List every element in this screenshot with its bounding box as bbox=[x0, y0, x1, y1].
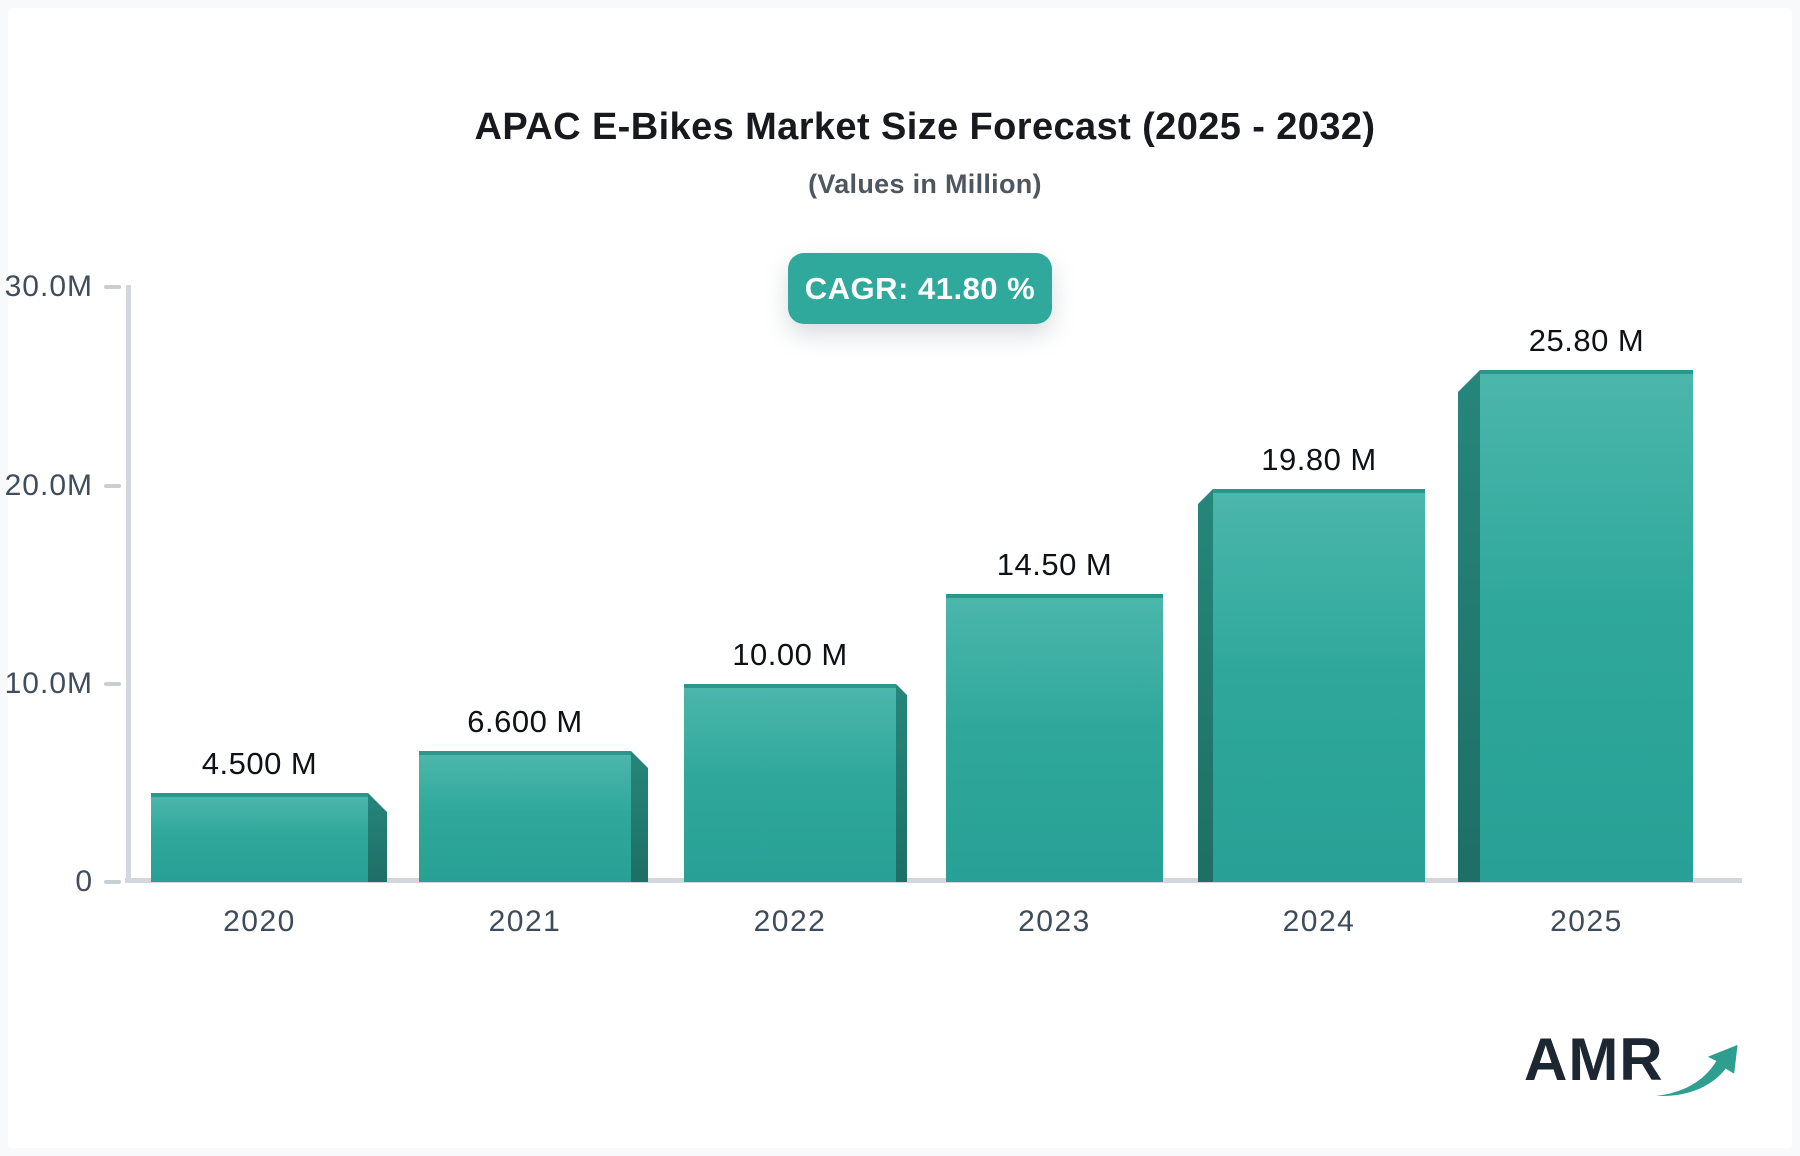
bar-side-face-2020 bbox=[368, 793, 387, 882]
x-tick-label-2025: 2025 bbox=[1550, 905, 1623, 938]
bar-2021 bbox=[419, 751, 648, 882]
amr-logo-text: AMR bbox=[1524, 1026, 1664, 1093]
bar-2022 bbox=[684, 684, 907, 882]
chart-title: APAC E-Bikes Market Size Forecast (2025 … bbox=[474, 106, 1376, 148]
bar-value-label-2025: 25.80 M bbox=[1528, 323, 1645, 358]
y-tick-10.0M: 10.0M bbox=[0, 666, 121, 702]
bar-side-face-2022 bbox=[896, 684, 907, 882]
y-tick-30.0M: 30.0M bbox=[0, 269, 121, 305]
y-tick-label: 10.0M bbox=[4, 667, 93, 700]
bar-side-face-2021 bbox=[631, 751, 648, 882]
growth-arrow-icon bbox=[1655, 1044, 1738, 1096]
y-tick-label: 30.0M bbox=[4, 270, 93, 303]
x-axis-baseline bbox=[125, 878, 1742, 883]
y-tick-label: 0 bbox=[75, 865, 93, 898]
y-tick-mark bbox=[104, 483, 121, 488]
bar-face-2024 bbox=[1213, 489, 1425, 882]
x-tick-label-2022: 2022 bbox=[753, 905, 827, 938]
y-tick-mark bbox=[104, 285, 121, 289]
bar-face-2020 bbox=[151, 793, 368, 882]
bar-2024 bbox=[1198, 489, 1425, 882]
x-tick-label-2020: 2020 bbox=[223, 905, 296, 938]
bar-face-2025 bbox=[1480, 370, 1693, 882]
chart-subtitle: (Values in Million) bbox=[808, 169, 1042, 199]
bar-value-label-2023: 14.50 M bbox=[996, 547, 1113, 582]
bar-side-face-2024 bbox=[1198, 489, 1213, 882]
x-tick-label-2024: 2024 bbox=[1282, 905, 1356, 938]
y-axis-line bbox=[126, 285, 131, 883]
cagr-badge: CAGR: 41.80 % bbox=[788, 253, 1052, 324]
y-tick-mark bbox=[104, 880, 121, 884]
bar-2025 bbox=[1458, 370, 1693, 882]
bar-2020 bbox=[151, 793, 387, 882]
bar-face-2023 bbox=[946, 594, 1163, 882]
bar-side-face-2025 bbox=[1458, 370, 1480, 882]
bar-value-label-2024: 19.80 M bbox=[1261, 442, 1377, 477]
y-tick-mark bbox=[104, 682, 121, 686]
cagr-badge-label: CAGR: 41.80 % bbox=[804, 270, 1036, 306]
x-tick-label-2023: 2023 bbox=[1018, 905, 1091, 938]
y-tick-0: 0 bbox=[0, 864, 121, 900]
bar-face-2022 bbox=[684, 684, 896, 882]
bar-2023 bbox=[946, 594, 1163, 882]
amr-logo: AMR bbox=[1524, 1026, 1744, 1116]
bar-value-label-2021: 6.600 M bbox=[467, 704, 583, 739]
bar-value-label-2020: 4.500 M bbox=[201, 746, 318, 781]
x-tick-label-2021: 2021 bbox=[488, 905, 562, 938]
y-tick-label: 20.0M bbox=[4, 468, 93, 502]
y-tick-20.0M: 20.0M bbox=[0, 468, 121, 504]
bar-face-2021 bbox=[419, 751, 631, 882]
bar-value-label-2022: 10.00 M bbox=[732, 637, 848, 672]
